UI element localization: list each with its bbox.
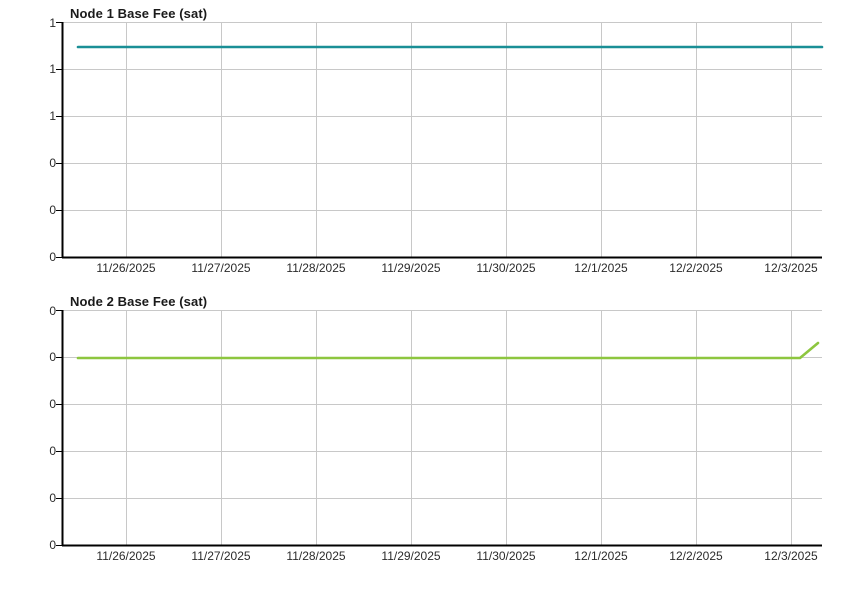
x-tick-label: 12/3/2025 (764, 261, 818, 275)
x-tick-label: 11/27/2025 (191, 261, 251, 275)
vertical-gridlines (126, 310, 792, 545)
y-tick-label: 0 (49, 304, 56, 318)
vertical-gridlines (126, 22, 792, 257)
y-axis-ticks (56, 21, 62, 259)
x-tick-label: 11/26/2025 (96, 261, 156, 275)
y-tick-label: 0 (49, 350, 56, 364)
x-tick-label: 11/30/2025 (476, 549, 536, 563)
x-tick-label: 11/29/2025 (381, 261, 441, 275)
plot-area (56, 21, 824, 259)
plot-area (56, 309, 822, 547)
x-tick-label: 12/1/2025 (574, 549, 628, 563)
horizontal-gridlines (62, 22, 822, 211)
y-axis-ticks (56, 309, 62, 547)
x-tick-label: 11/28/2025 (286, 261, 346, 275)
y-tick-label: 1 (49, 62, 56, 76)
y-tick-label: 1 (49, 109, 56, 123)
chart-title: Node 1 Base Fee (sat) (70, 6, 208, 21)
x-tick-label: 12/3/2025 (764, 549, 818, 563)
y-tick-label: 0 (49, 538, 56, 552)
chart-node-1-base-fee: Node 1 Base Fee (sat) 1 1 1 0 0 0 (0, 0, 860, 290)
x-tick-label: 12/2/2025 (669, 261, 723, 275)
x-tick-label: 11/29/2025 (381, 549, 441, 563)
chart-node-2-base-fee: Node 2 Base Fee (sat) 0 0 0 0 0 0 (0, 288, 860, 578)
x-tick-label: 11/28/2025 (286, 549, 346, 563)
x-tick-label: 12/2/2025 (669, 549, 723, 563)
horizontal-gridlines (62, 310, 822, 499)
y-tick-label: 0 (49, 491, 56, 505)
y-tick-label: 0 (49, 444, 56, 458)
x-tick-label: 11/30/2025 (476, 261, 536, 275)
x-tick-label: 11/26/2025 (96, 549, 156, 563)
x-tick-label: 11/27/2025 (191, 549, 251, 563)
y-tick-label: 0 (49, 203, 56, 217)
y-tick-label: 0 (49, 397, 56, 411)
y-tick-label: 0 (49, 250, 56, 264)
y-tick-label: 0 (49, 156, 56, 170)
chart-title: Node 2 Base Fee (sat) (70, 294, 208, 309)
data-line-node-2 (76, 341, 820, 360)
x-tick-label: 12/1/2025 (574, 261, 628, 275)
y-tick-label: 1 (49, 16, 56, 30)
